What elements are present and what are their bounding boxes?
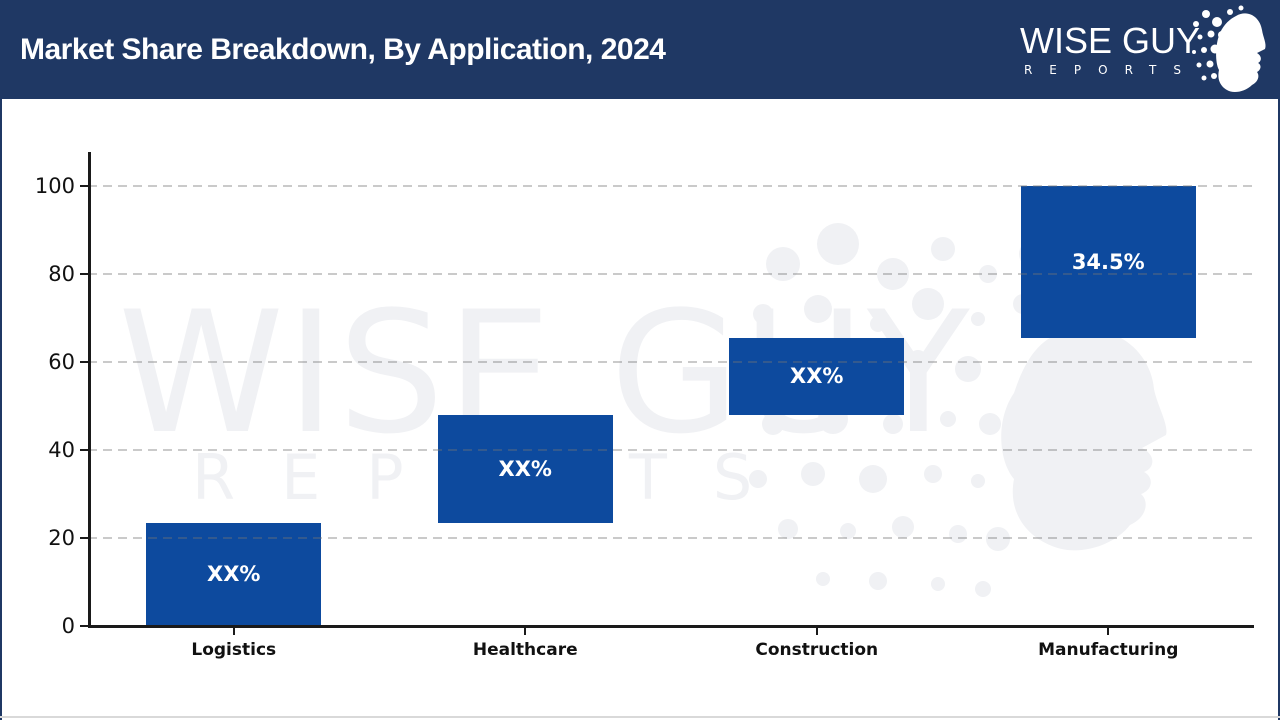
bar-value-label: 34.5% xyxy=(1071,249,1145,274)
y-axis-tick xyxy=(80,537,88,539)
logo-text: WISE GUY REPORTS xyxy=(1019,20,1200,77)
y-axis-tick xyxy=(80,449,88,451)
y-axis-tick xyxy=(80,273,88,275)
gridline-100 xyxy=(88,185,1254,187)
logo-subtitle: REPORTS xyxy=(1023,63,1198,77)
left-edge-accent xyxy=(0,0,2,720)
y-axis-tick-label: 20 xyxy=(48,526,75,550)
category-label-construction: Construction xyxy=(755,640,879,660)
right-edge-accent xyxy=(1278,0,1280,720)
y-axis-tick-label: 60 xyxy=(48,350,75,374)
gridline-20 xyxy=(88,537,1254,539)
y-axis-tick xyxy=(80,625,88,627)
bar-manufacturing xyxy=(1020,186,1196,338)
y-axis-tick-label: 100 xyxy=(34,174,75,198)
logo-wordmark: WISE GUY xyxy=(1019,20,1200,61)
chart-title: Market Share Breakdown, By Application, … xyxy=(20,32,666,66)
x-axis-tick xyxy=(815,628,818,635)
gridline-40 xyxy=(88,449,1254,451)
x-axis-tick xyxy=(232,628,235,635)
bottom-divider xyxy=(0,716,1280,718)
bar-healthcare xyxy=(437,414,613,523)
logo-face-icon xyxy=(1192,5,1266,93)
x-axis-tick xyxy=(524,628,527,635)
bar-value-label: XX% xyxy=(207,562,261,587)
y-axis-tick xyxy=(80,361,88,363)
y-axis-line xyxy=(88,152,91,627)
y-axis-tick-label: 80 xyxy=(48,262,75,286)
gridline-60 xyxy=(88,361,1254,363)
bar-value-label: XX% xyxy=(498,456,552,481)
y-axis-tick-label: 40 xyxy=(48,438,75,462)
y-axis-tick-label: 0 xyxy=(61,614,75,638)
category-label-healthcare: Healthcare xyxy=(472,640,578,660)
x-axis-line xyxy=(88,625,1254,628)
gridline-80 xyxy=(88,273,1254,275)
category-label-manufacturing: Manufacturing xyxy=(1038,640,1179,660)
chart-area: WISE GUY REPORTS XX%XX%XX%34.5%0 xyxy=(0,99,1280,720)
x-axis-tick xyxy=(1107,628,1110,635)
bar-value-label: XX% xyxy=(790,364,844,389)
header-bar: Market Share Breakdown, By Application, … xyxy=(0,0,1280,99)
wise-guy-logo: WISE GUY REPORTS xyxy=(1020,0,1268,99)
category-label-logistics: Logistics xyxy=(191,640,277,660)
y-axis-tick xyxy=(80,185,88,187)
bar-logistics xyxy=(146,522,322,626)
